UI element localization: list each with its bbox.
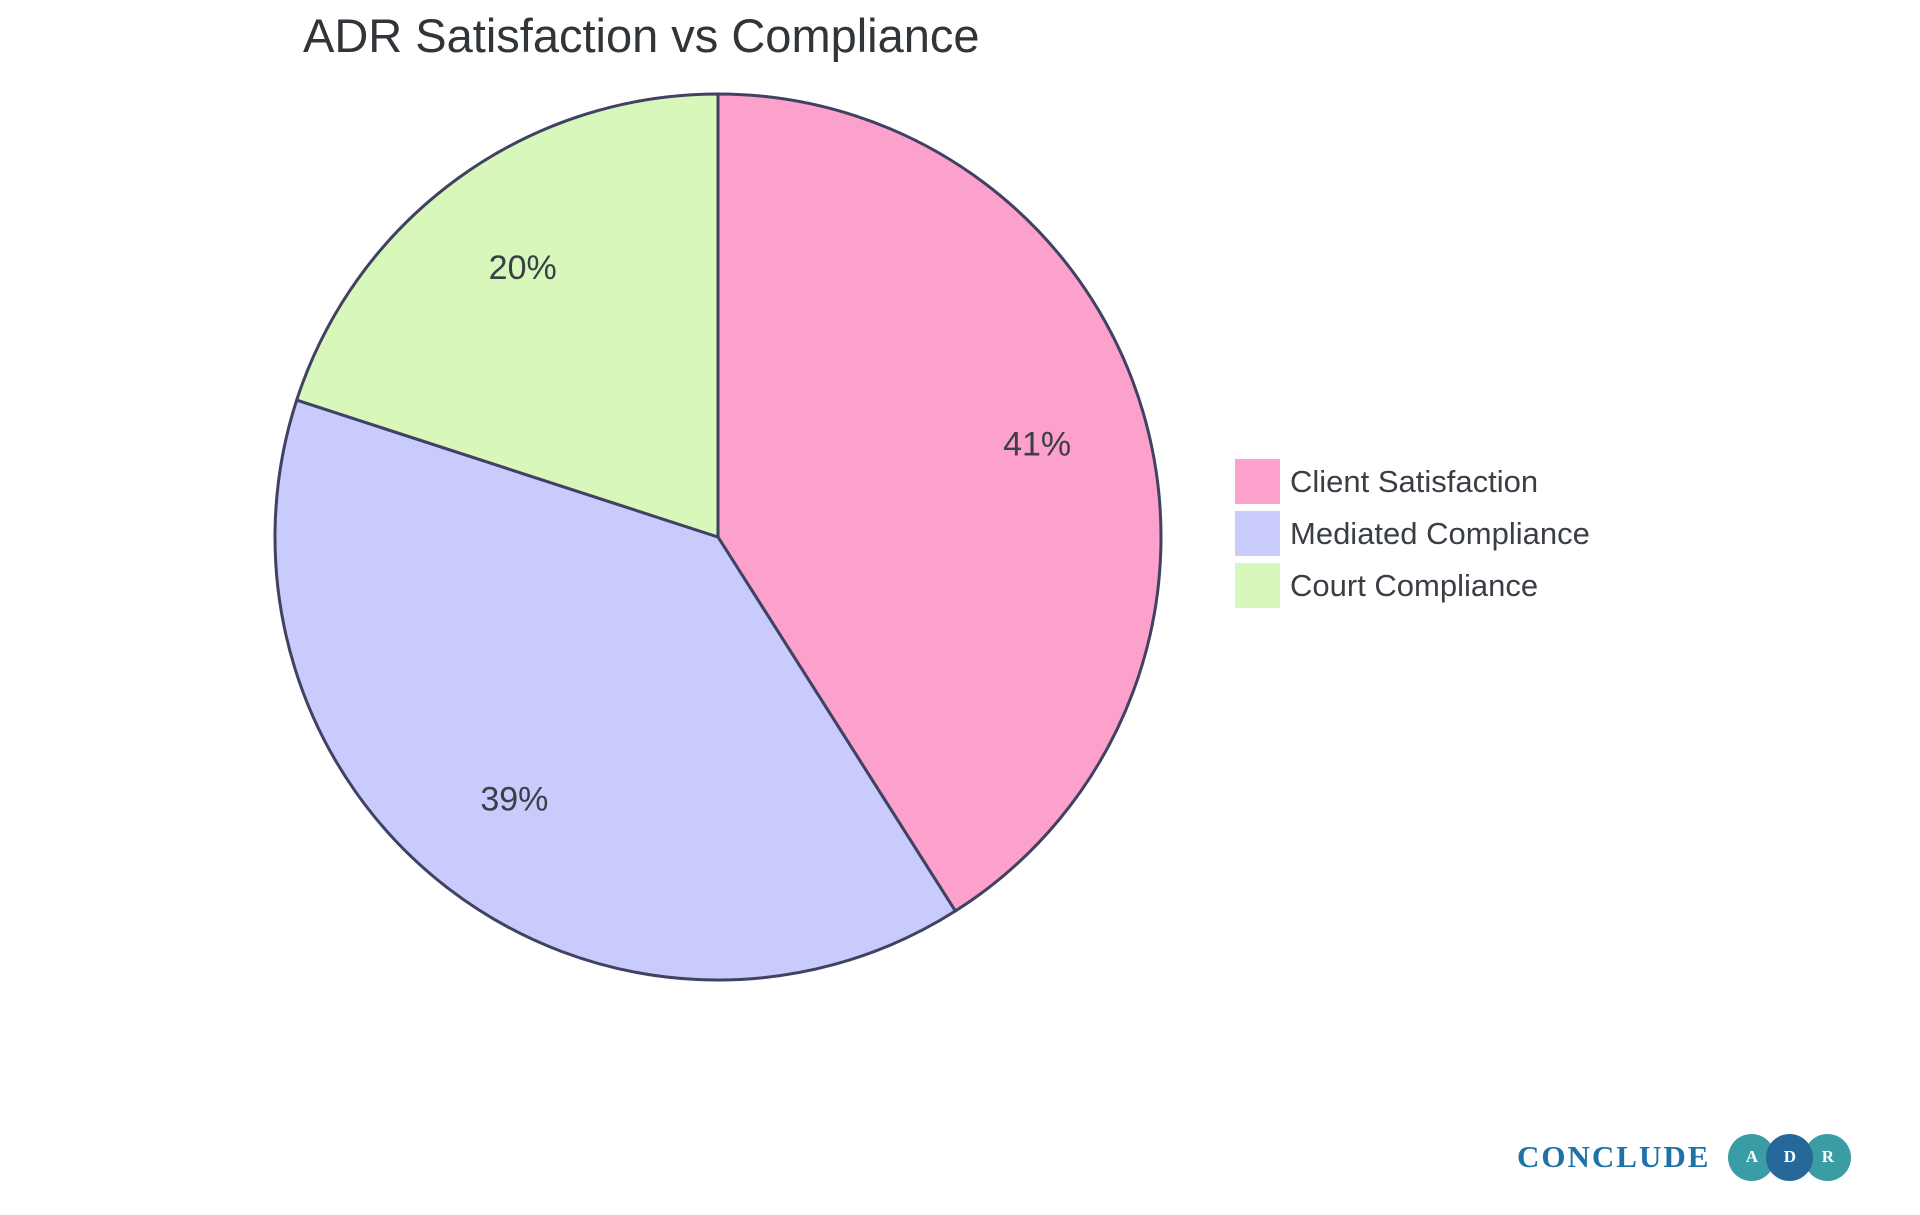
- brand-badge-d: D: [1766, 1133, 1814, 1181]
- pie-slice-court-compliance: [295, 92, 720, 539]
- pie-chart: 41% 39% 20%: [273, 92, 1163, 982]
- legend-swatch-client-satisfaction: [1235, 459, 1280, 504]
- pie-slice-label-court-compliance: 20%: [489, 249, 557, 287]
- legend-item-mediated-compliance: Mediated Compliance: [1235, 511, 1590, 556]
- pie-slice-mediated-compliance: [273, 398, 957, 982]
- pie-slice-label-client-satisfaction: 41%: [1003, 425, 1071, 463]
- legend-item-client-satisfaction: Client Satisfaction: [1235, 459, 1590, 504]
- pie-slice-label-mediated-compliance: 39%: [480, 781, 548, 819]
- pie-slice-client-satisfaction: [716, 92, 1163, 913]
- legend-swatch-court-compliance: [1235, 563, 1280, 608]
- legend: Client Satisfaction Mediated Compliance Co…: [1235, 459, 1590, 615]
- legend-label-court-compliance: Court Compliance: [1290, 568, 1539, 603]
- chart-title: ADR Satisfaction vs Compliance: [303, 9, 980, 62]
- legend-item-court-compliance: Court Compliance: [1235, 563, 1590, 608]
- brand-wordmark: CONCLUDE: [1517, 1139, 1711, 1174]
- legend-label-mediated-compliance: Mediated Compliance: [1290, 516, 1590, 551]
- legend-label-client-satisfaction: Client Satisfaction: [1290, 464, 1539, 499]
- legend-swatch-mediated-compliance: [1235, 511, 1280, 556]
